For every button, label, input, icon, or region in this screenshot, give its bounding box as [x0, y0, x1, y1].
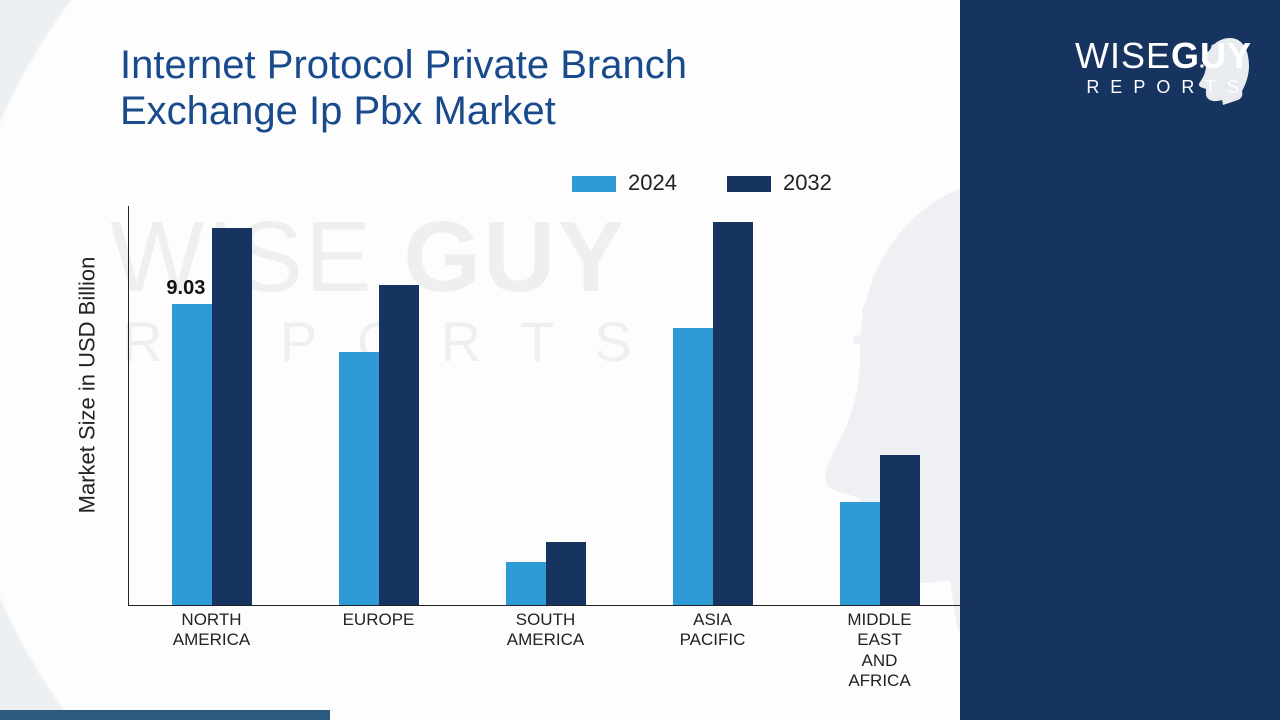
bar-group	[796, 206, 963, 605]
bar-2032	[212, 228, 252, 605]
x-axis-label: MIDDLEEASTANDAFRICA	[796, 610, 963, 692]
bar-2024	[673, 328, 713, 605]
bar-2032	[713, 222, 753, 605]
y-axis-label-wrap: Market Size in USD Billion	[72, 170, 102, 600]
legend-item-2032: 2032	[727, 170, 832, 196]
legend-label-2024: 2024	[628, 170, 677, 195]
x-axis-labels: NORTHAMERICAEUROPESOUTHAMERICAASIAPACIFI…	[128, 610, 963, 692]
x-axis-label: EUROPE	[295, 610, 462, 692]
logo-text-wise: WISE	[1075, 35, 1171, 76]
legend-swatch-2032	[727, 176, 771, 192]
bar-group	[463, 206, 630, 605]
bar-group: 9.03	[129, 206, 296, 605]
y-axis-label: Market Size in USD Billion	[74, 257, 100, 514]
bar-chart: Market Size in USD Billion 2024 2032 9.0…	[72, 170, 972, 700]
bar-2024	[172, 304, 212, 605]
legend-swatch-2024	[572, 176, 616, 192]
x-axis-label: SOUTHAMERICA	[462, 610, 629, 692]
legend: 2024 2032	[572, 170, 832, 196]
bar-2032	[379, 285, 419, 605]
x-axis-label: NORTHAMERICA	[128, 610, 295, 692]
bar-2024	[339, 352, 379, 605]
bar-2024	[506, 562, 546, 605]
bottom-accent-bar	[0, 710, 330, 720]
plot-area: 9.03	[128, 206, 963, 606]
bar-value-label: 9.03	[166, 277, 205, 300]
legend-item-2024: 2024	[572, 170, 677, 196]
bar-group	[629, 206, 796, 605]
bar-2024	[840, 502, 880, 605]
bar-2032	[880, 455, 920, 605]
stage: WISE GUY REPORTS WISEGUY REPORTS Interne…	[0, 0, 1280, 720]
bar-2032	[546, 542, 586, 605]
chart-title: Internet Protocol Private Branch Exchang…	[120, 42, 780, 134]
brand-head-icon	[1186, 34, 1258, 106]
x-axis-label: ASIAPACIFIC	[629, 610, 796, 692]
bar-groups: 9.03	[129, 206, 963, 605]
bar-group	[296, 206, 463, 605]
legend-label-2032: 2032	[783, 170, 832, 195]
brand-logo: WISEGUY REPORTS	[1075, 38, 1252, 96]
